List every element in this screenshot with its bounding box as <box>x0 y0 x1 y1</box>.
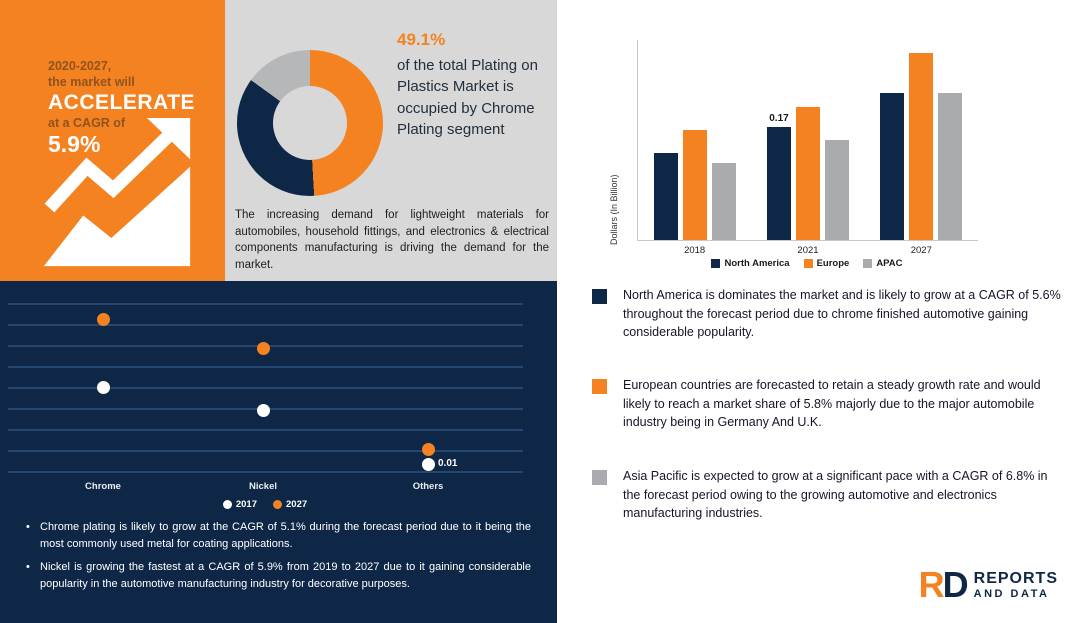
bar-category-label-2021: 2021 <box>797 245 819 256</box>
dot-category-label-chrome: Chrome <box>85 481 121 492</box>
logo-line-reports: REPORTS <box>973 570 1058 588</box>
dot-2017-Others <box>421 457 435 471</box>
region-bullet-apac-text: Asia Pacific is expected to grow at a si… <box>623 469 1048 520</box>
donut-chart <box>237 50 383 196</box>
promo-cagr-value: 5.9% <box>48 130 101 157</box>
logo-line-and-data: AND DATA <box>973 587 1050 600</box>
promo-text: 2020-2027, the market will ACCELERATE at… <box>48 58 195 158</box>
promo-accelerate: ACCELERATE <box>48 90 195 114</box>
bar-chart-annotation: 0.17 <box>769 112 789 124</box>
legend-square-icon <box>803 259 813 268</box>
dot-category-label-nickel: Nickel <box>249 481 277 492</box>
legend-square-icon <box>863 259 873 268</box>
bar-category-label-2018: 2018 <box>684 245 706 256</box>
bar-chart: 2018 0.17 2021 2027 <box>637 40 978 256</box>
logo-mark-d: D <box>942 564 969 605</box>
dot-category-label-others: Others <box>412 481 444 492</box>
bar-apac-2018 <box>711 163 736 240</box>
bar-legend-item-north-america: North America <box>711 258 790 269</box>
donut-caption-text: of the total Plating on Plastics Market … <box>397 57 538 138</box>
bar-europe-2018 <box>682 130 707 240</box>
dot-2017-Chrome <box>96 380 110 394</box>
legend-label: North America <box>724 258 790 269</box>
promo-cagr-label: at a CAGR of <box>48 115 126 130</box>
bar-group-2027: 2027 <box>880 40 963 256</box>
bar-europe-2027 <box>909 53 934 240</box>
dot-legend-item-2017: 2017 <box>222 499 257 510</box>
bar-legend-item-europe: Europe <box>803 258 850 269</box>
bar-chart-legend: North America Europe APAC <box>637 258 977 269</box>
region-bullet-europe-text: European countries are forecasted to ret… <box>623 378 1041 429</box>
bar-apac-2021 <box>824 140 849 240</box>
bar-chart-y-axis-label: Dollars (In Billion) <box>609 174 619 245</box>
region-bullet-north-america: North America is dominates the market an… <box>592 286 1064 342</box>
region-bullet-apac: Asia Pacific is expected to grow at a si… <box>592 467 1064 523</box>
logo-mark: RD <box>918 564 969 605</box>
segment-bullet-nickel: Nickel is growing the fastest at a CAGR … <box>26 559 531 592</box>
legend-dot-icon <box>222 500 232 509</box>
segment-bullet-list: Chrome plating is likely to grow at the … <box>26 519 531 599</box>
donut-panel: 49.1% of the total Plating on Plastics M… <box>225 0 557 281</box>
dot-plot-chart: 0.01 <box>8 303 523 473</box>
donut-caption: 49.1% of the total Plating on Plastics M… <box>397 30 549 140</box>
promo-panel: 2020-2027, the market will ACCELERATE at… <box>0 0 225 281</box>
growth-arrow-icon <box>43 118 191 267</box>
region-bullet-north-america-text: North America is dominates the market an… <box>623 288 1061 339</box>
segment-panel: 0.01 Chrome Nickel Others 2017 2027 Chrome … <box>0 281 557 623</box>
dot-2027-Nickel <box>256 341 270 355</box>
bar-legend-item-apac: APAC <box>863 258 903 269</box>
bar-north-america-2018 <box>653 153 678 240</box>
bar-group-2021: 0.17 2021 <box>766 40 849 256</box>
bar-europe-2021 <box>795 106 820 240</box>
bar-group-2018: 2018 <box>653 40 736 256</box>
promo-years: 2020-2027, <box>48 59 112 73</box>
bar-apac-2027 <box>938 93 963 240</box>
logo-mark-r: R <box>918 564 945 605</box>
apac-color-chip <box>592 470 607 485</box>
legend-label: 2027 <box>286 499 308 510</box>
donut-hole <box>273 86 347 160</box>
dot-legend-item-2027: 2027 <box>273 499 307 510</box>
dot-2027-Others <box>421 442 435 456</box>
legend-label: Europe <box>816 258 850 269</box>
dot-plot-legend: 2017 2027 <box>0 499 530 510</box>
north-america-color-chip <box>592 289 607 304</box>
reports-and-data-logo: RD REPORTS AND DATA <box>919 567 1058 603</box>
europe-color-chip <box>592 379 607 394</box>
dot-plot-category-labels: Chrome Nickel Others <box>8 481 523 493</box>
legend-square-icon <box>711 259 721 268</box>
region-panel: Dollars (In Billion) 2018 0.17 2021 2027 No… <box>557 0 1080 623</box>
market-driver-note: The increasing demand for lightweight ma… <box>235 209 549 272</box>
region-bullet-europe: European countries are forecasted to ret… <box>592 376 1064 432</box>
bar-north-america-2021: 0.17 <box>766 113 791 240</box>
segment-bullet-chrome: Chrome plating is likely to grow at the … <box>26 519 531 552</box>
promo-lead: the market will <box>48 75 135 90</box>
legend-label: APAC <box>876 258 903 269</box>
dot-2017-Nickel <box>256 404 270 418</box>
legend-label: 2017 <box>235 499 257 510</box>
logo-text: REPORTS AND DATA <box>974 570 1058 600</box>
legend-dot-icon <box>273 500 282 509</box>
bar-category-label-2027: 2027 <box>910 245 932 256</box>
dot-2027-Chrome <box>96 313 110 327</box>
donut-highlight-pct: 49.1% <box>397 30 446 49</box>
bar-north-america-2027 <box>880 93 905 240</box>
dot-plot-annotation: 0.01 <box>438 458 458 470</box>
